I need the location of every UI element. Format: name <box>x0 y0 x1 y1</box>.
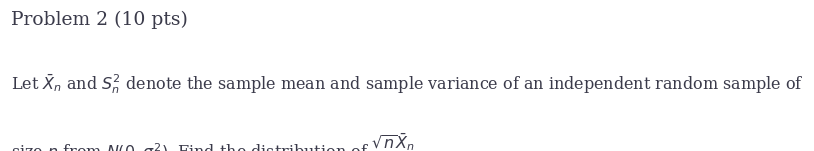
Text: Problem 2 (10 pts): Problem 2 (10 pts) <box>11 11 187 29</box>
Text: size $n$ from $N(0,\sigma^2)$. Find the distribution of $\dfrac{\sqrt{n}\bar{X}_: size $n$ from $N(0,\sigma^2)$. Find the … <box>11 131 422 151</box>
Text: Let $\bar{X}_n$ and $S_n^2$ denote the sample mean and sample variance of an ind: Let $\bar{X}_n$ and $S_n^2$ denote the s… <box>11 72 803 96</box>
